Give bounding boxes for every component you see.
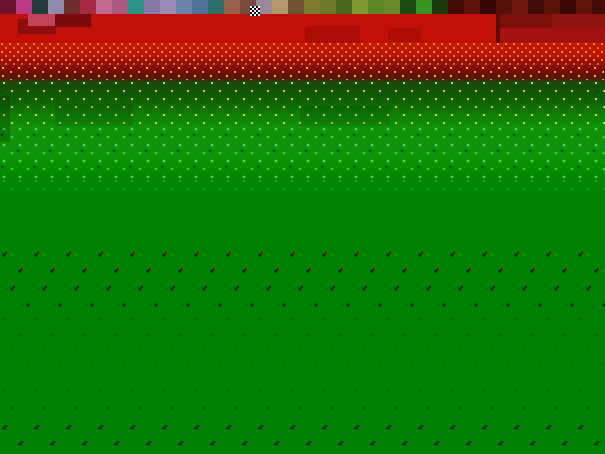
dither-band-dark-rows-2 <box>0 284 605 314</box>
dither-band-bottom-rows-strong <box>0 420 605 454</box>
red-banner <box>0 14 605 43</box>
noise-macroblock <box>336 0 352 14</box>
banner-macroblock <box>305 26 360 43</box>
dither-band-dark-rows-4 <box>0 342 605 366</box>
noise-macroblock <box>400 0 416 14</box>
texture-block <box>0 96 10 142</box>
noise-macroblock <box>384 0 400 14</box>
noise-macroblock <box>352 0 368 14</box>
noise-macroblock <box>0 0 16 14</box>
noise-macroblock <box>320 0 336 14</box>
banner-macroblock <box>388 28 422 42</box>
texture-block <box>55 104 133 126</box>
dither-band-dark-rows-1 <box>0 250 605 284</box>
dither-band-dense-yellow-lower <box>0 66 605 80</box>
dither-band-green-dots-fade <box>0 178 605 194</box>
banner-macroblock <box>500 14 552 28</box>
noise-macroblock <box>208 0 224 14</box>
bw-noise-patch <box>250 6 260 16</box>
noise-macroblock <box>496 0 512 14</box>
noise-macroblock <box>560 0 576 14</box>
noise-macroblock <box>368 0 384 14</box>
banner-macroblock <box>500 28 605 43</box>
banner-macroblock <box>552 14 605 28</box>
noise-macroblock <box>448 0 464 14</box>
noise-macroblock <box>272 0 288 14</box>
dither-band-teal-dots <box>0 128 605 168</box>
noise-macroblock <box>256 0 272 14</box>
texture-block <box>300 106 390 126</box>
noise-macroblock <box>176 0 192 14</box>
noise-macroblock <box>544 0 560 14</box>
banner-macroblock <box>28 14 56 26</box>
dither-band-bottom-rows-mid <box>0 402 605 420</box>
noise-strip <box>0 0 605 14</box>
noise-macroblock <box>224 0 240 14</box>
noise-macroblock <box>32 0 48 14</box>
banner-macroblock <box>55 14 91 27</box>
noise-macroblock <box>304 0 320 14</box>
noise-macroblock <box>432 0 448 14</box>
noise-macroblock <box>528 0 544 14</box>
noise-macroblock <box>160 0 176 14</box>
noise-macroblock <box>96 0 112 14</box>
noise-macroblock <box>128 0 144 14</box>
noise-macroblock <box>112 0 128 14</box>
dither-band-dense-yellow-upper <box>0 42 605 66</box>
dither-band-sparse-yellow <box>0 80 605 126</box>
noise-macroblock <box>64 0 80 14</box>
noise-macroblock <box>576 0 592 14</box>
noise-macroblock <box>592 0 605 14</box>
noise-macroblock <box>464 0 480 14</box>
noise-macroblock <box>16 0 32 14</box>
noise-macroblock <box>416 0 432 14</box>
noise-macroblock <box>80 0 96 14</box>
noise-macroblock <box>512 0 528 14</box>
noise-macroblock <box>192 0 208 14</box>
noise-macroblock <box>48 0 64 14</box>
noise-macroblock <box>288 0 304 14</box>
noise-macroblock <box>480 0 496 14</box>
dither-band-bottom-rows-faint <box>0 384 605 402</box>
dither-band-dark-rows-3 <box>0 314 605 342</box>
noise-macroblock <box>144 0 160 14</box>
